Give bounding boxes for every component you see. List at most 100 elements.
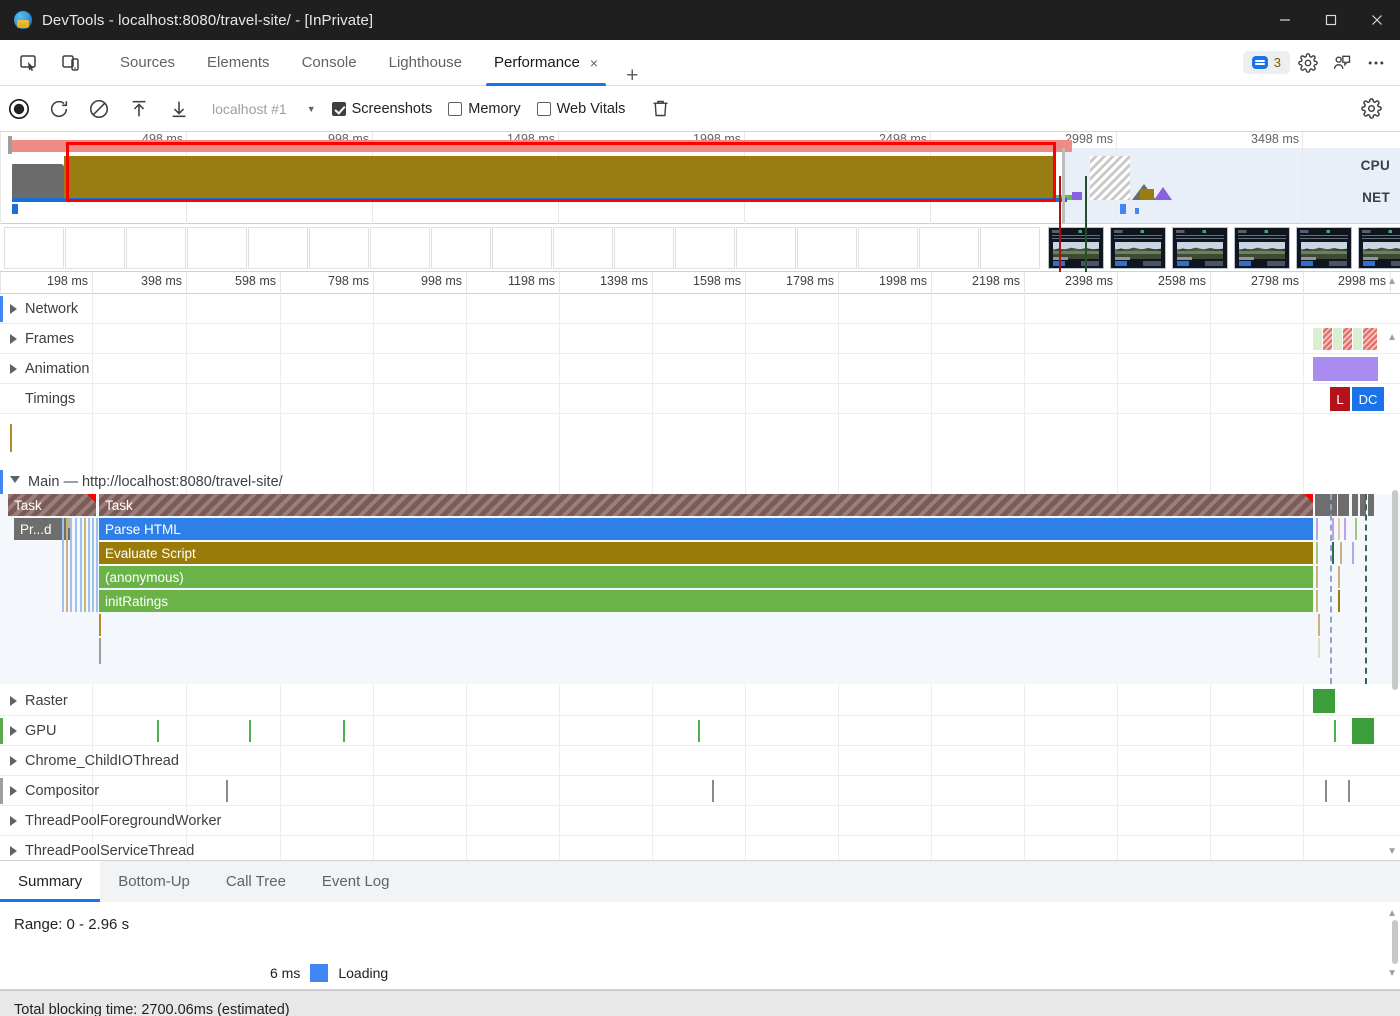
filmstrip-screenshot[interactable] [1048,227,1104,269]
gpu-event[interactable] [249,720,251,742]
expand-triangle-icon[interactable] [10,846,17,856]
track-header[interactable]: ThreadPoolServiceThread [0,836,194,860]
feedback-icon[interactable] [1326,47,1358,79]
messages-badge[interactable]: 3 [1242,51,1290,74]
timeline-overview[interactable]: 498 ms 998 ms 1498 ms 1998 ms 2498 ms 29… [0,132,1400,224]
tab-call-tree[interactable]: Call Tree [208,861,304,902]
expand-triangle-icon[interactable] [10,303,17,314]
tab-performance[interactable]: Performance × [478,40,614,86]
summary-scrollbar[interactable] [1392,920,1398,964]
track-network[interactable]: Network [0,294,1400,324]
gpu-event[interactable] [1334,720,1336,742]
flame-bar-process[interactable]: Pr...d [14,518,70,540]
raster-event[interactable] [1313,689,1335,713]
tab-lighthouse[interactable]: Lighthouse [373,40,478,86]
flame-bar-task[interactable]: Task [99,494,1313,516]
scroll-down-arrow-icon[interactable]: ▼ [1387,968,1397,979]
track-raster[interactable]: Raster [0,686,1400,716]
track-frames[interactable]: Frames ▲ [0,324,1400,354]
expand-triangle-icon[interactable] [10,333,17,344]
track-header[interactable]: ThreadPoolForegroundWorker [0,806,221,835]
close-tab-icon[interactable]: × [589,54,599,71]
maximize-button[interactable] [1308,0,1354,40]
chevron-down-icon[interactable]: ▼ [306,103,316,114]
track-header[interactable]: Compositor [0,776,99,805]
track-header[interactable]: Main — http://localhost:8080/travel-site… [0,470,283,494]
track-threadpool-foreground-worker[interactable]: ThreadPoolForegroundWorker [0,806,1400,836]
overview-right-handle[interactable] [1062,148,1065,223]
load-profile-icon[interactable] [120,92,158,126]
minimize-button[interactable] [1262,0,1308,40]
track-header[interactable]: Frames [0,324,74,353]
tab-bottom-up[interactable]: Bottom-Up [100,861,208,902]
compositor-event[interactable] [712,780,714,802]
gpu-event[interactable] [698,720,700,742]
flame-bar-evaluate-script[interactable]: Evaluate Script [99,542,1313,564]
inspect-element-icon[interactable] [12,48,46,78]
filmstrip-screenshot[interactable] [1358,227,1400,269]
tracks-scrollbar[interactable] [1392,490,1398,690]
reload-and-record-icon[interactable] [40,92,78,126]
scroll-up-arrow-icon[interactable]: ▲ [1387,332,1397,343]
device-toolbar-icon[interactable] [54,48,88,78]
save-profile-icon[interactable] [160,92,198,126]
scroll-up-arrow-icon[interactable]: ▲ [1387,908,1397,919]
filmstrip-screenshot[interactable] [1110,227,1166,269]
animation-bar[interactable] [1313,357,1378,381]
tab-summary[interactable]: Summary [0,861,101,902]
gpu-event[interactable] [343,720,345,742]
gpu-event[interactable] [157,720,159,742]
track-timings[interactable]: Timings L DC [0,384,1400,414]
delete-icon[interactable] [641,92,679,126]
checkbox-box[interactable] [448,101,463,116]
track-header[interactable]: GPU [0,716,56,745]
timeline-tracks[interactable]: Network Frames ▲ Animation Timings L DC [0,294,1400,860]
overview-left-handle[interactable] [8,136,12,154]
main-flame-chart[interactable]: Task Task Pr...d Parse HTML Evaluate Scr… [0,494,1400,684]
flame-bar-init-ratings[interactable]: initRatings [99,590,1313,612]
checkbox-box[interactable] [536,101,551,116]
flame-bar-anonymous[interactable]: (anonymous) [99,566,1313,588]
scroll-down-arrow-icon[interactable]: ▼ [1387,846,1397,857]
filmstrip-screenshot[interactable] [1296,227,1352,269]
filmstrip-screenshot[interactable] [1234,227,1290,269]
tab-console[interactable]: Console [286,40,373,86]
timeline-ruler[interactable]: 198 ms 398 ms 598 ms 798 ms 998 ms 1198 … [0,272,1400,294]
expand-triangle-icon[interactable] [10,785,17,796]
expand-triangle-icon[interactable] [10,815,17,826]
track-animation[interactable]: Animation [0,354,1400,384]
gear-icon[interactable] [1292,47,1324,79]
compositor-event[interactable] [1325,780,1327,802]
timing-marker-dcl[interactable]: DC [1352,387,1384,411]
track-header[interactable]: Animation [0,354,89,383]
track-gpu[interactable]: GPU [0,716,1400,746]
track-header[interactable]: Raster [0,686,68,715]
filmstrip-track[interactable] [0,176,1400,272]
tab-sources[interactable]: Sources [104,40,191,86]
track-threadpool-service-thread[interactable]: ThreadPoolServiceThread ▼ [0,836,1400,860]
expand-triangle-icon[interactable] [10,695,17,706]
memory-checkbox[interactable]: Memory [448,101,534,117]
track-chrome-childiothread[interactable]: Chrome_ChildIOThread [0,746,1400,776]
record-icon[interactable] [0,92,38,126]
gpu-event[interactable] [1352,718,1374,744]
compositor-event[interactable] [226,780,228,802]
flame-bar-task-left[interactable]: Task [8,494,96,516]
track-main-header[interactable]: Main — http://localhost:8080/travel-site… [0,470,1400,494]
more-options-icon[interactable] [1360,47,1392,79]
track-header[interactable]: Network [0,294,78,323]
screenshots-checkbox[interactable]: Screenshots [331,101,447,117]
close-button[interactable] [1354,0,1400,40]
checkbox-box[interactable] [331,101,346,116]
track-header[interactable]: Timings [0,384,75,413]
timing-marker-load[interactable]: L [1330,387,1350,411]
track-compositor[interactable]: Compositor [0,776,1400,806]
tab-event-log[interactable]: Event Log [304,861,408,902]
expand-triangle-icon[interactable] [10,725,17,736]
scroll-up-arrow-icon[interactable]: ▲ [1387,276,1397,287]
expand-triangle-icon[interactable] [10,363,17,374]
tab-elements[interactable]: Elements [191,40,286,86]
track-header[interactable]: Chrome_ChildIOThread [0,746,179,775]
new-tab-button[interactable]: + [626,63,639,87]
profile-name[interactable]: localhost #1 [212,100,287,117]
